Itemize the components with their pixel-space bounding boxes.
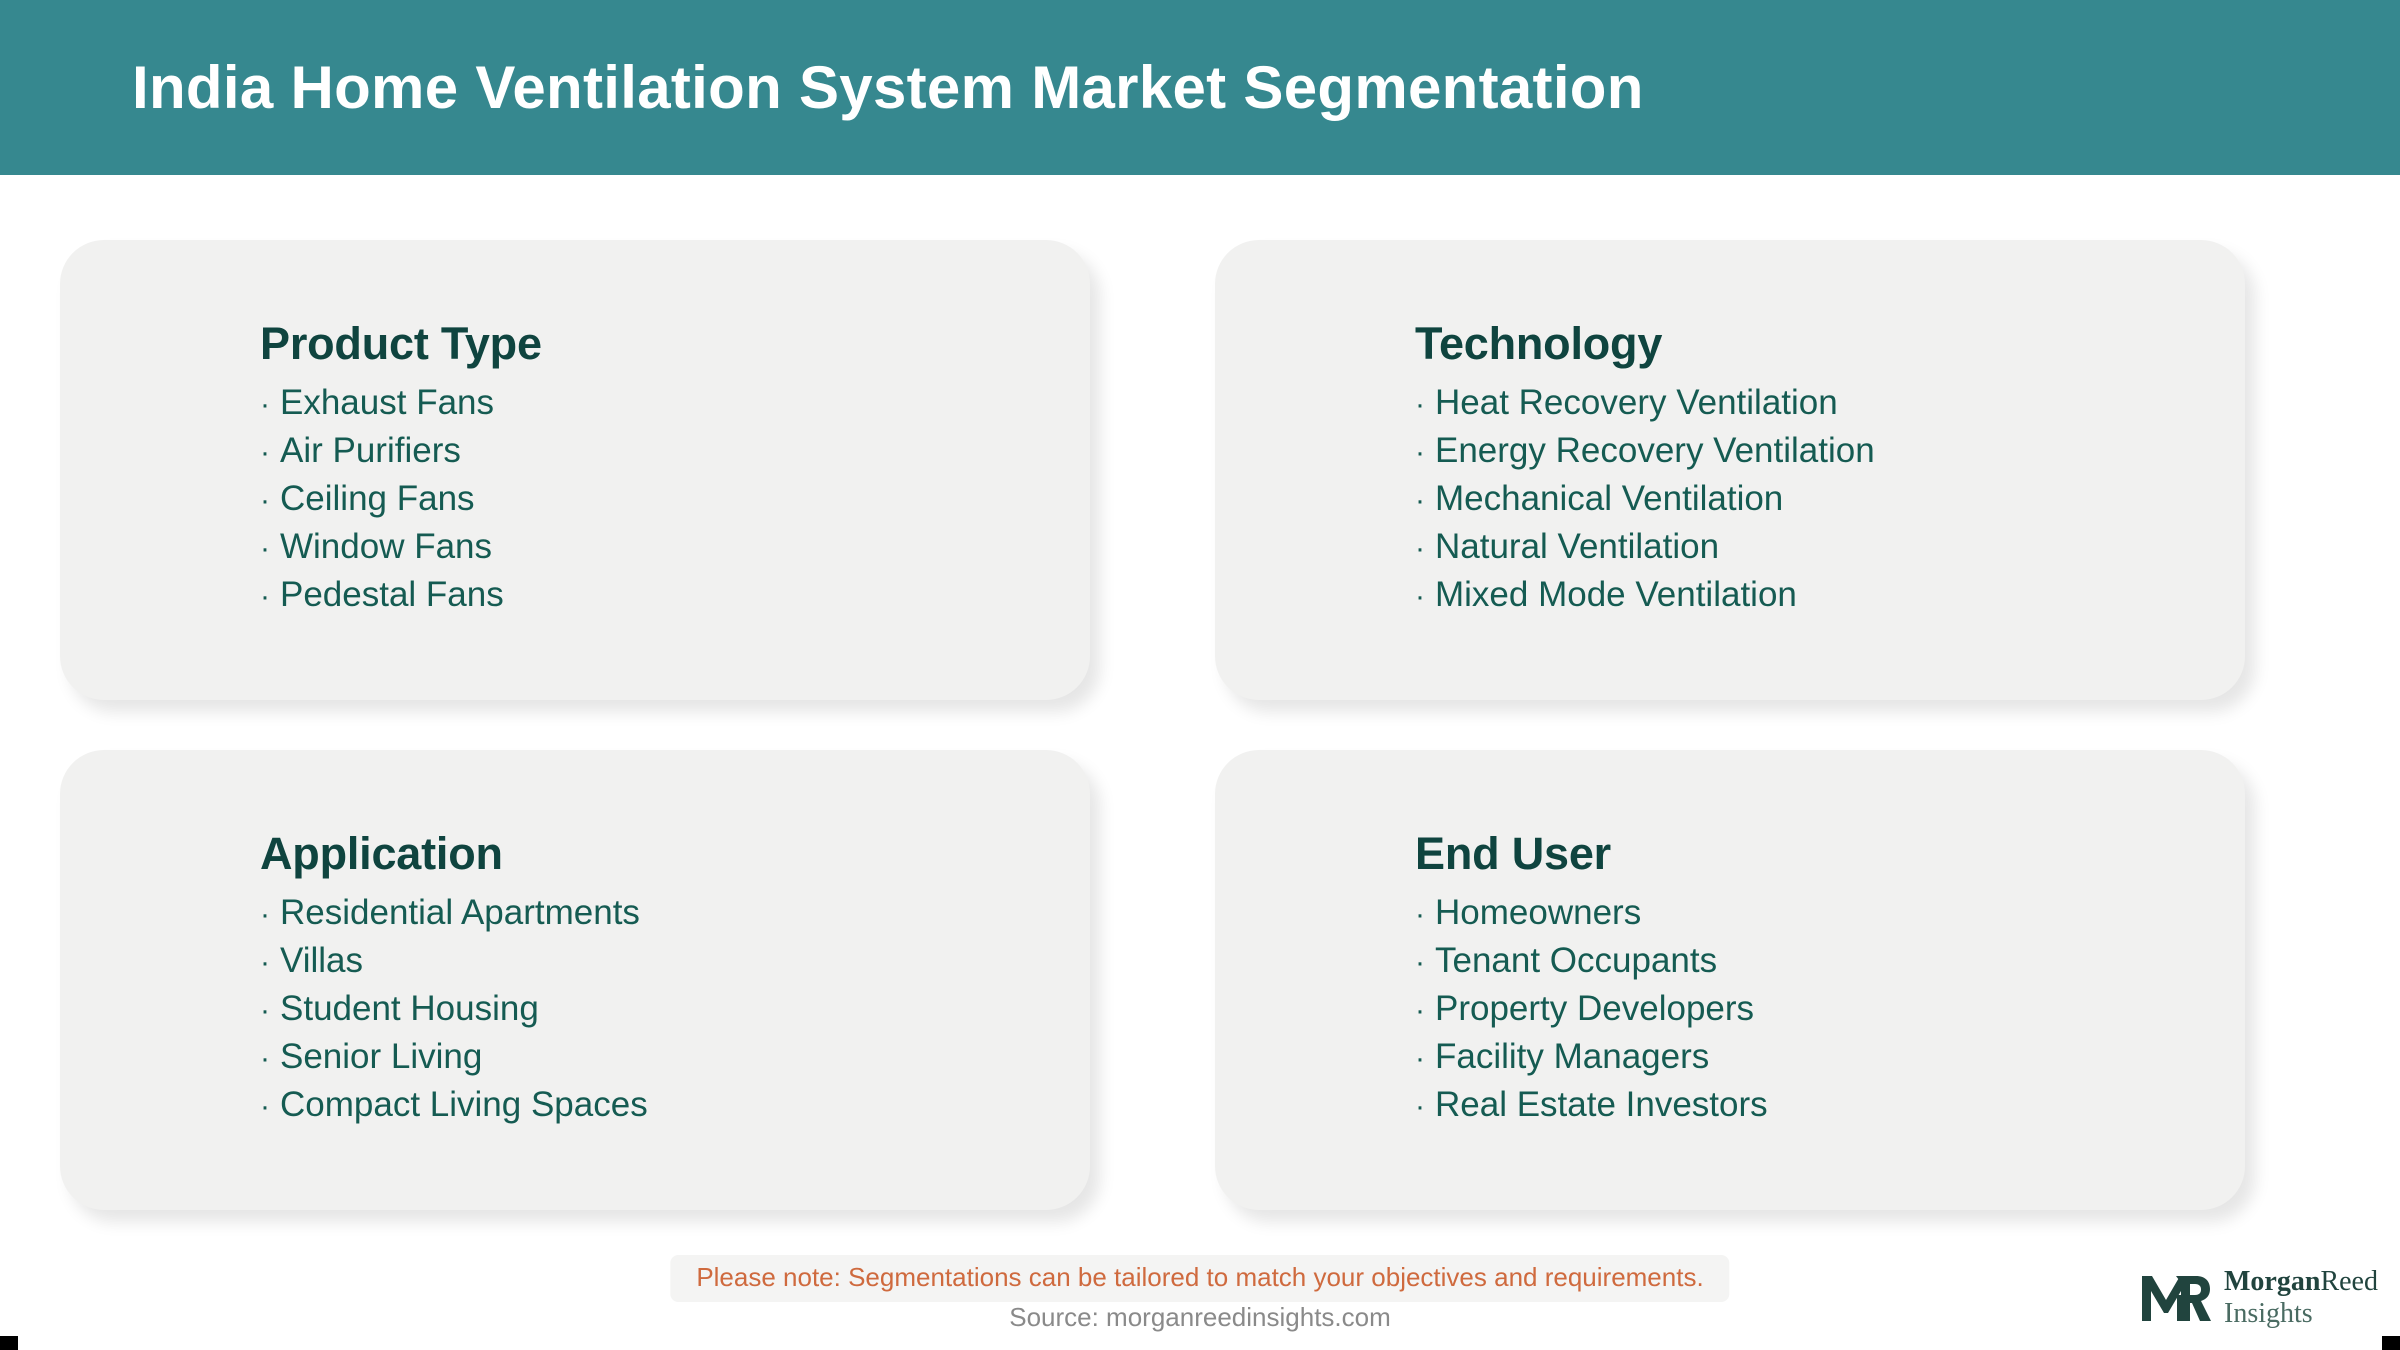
segmentation-card-grid: Product Type · Exhaust Fans · Air Purifi… [0, 175, 2400, 1210]
bullet-icon: · [260, 483, 270, 517]
card-title-technology: Technology [1415, 318, 1663, 370]
bullet-icon: · [1415, 387, 1425, 421]
list-item: · Homeowners [1415, 890, 2221, 938]
corner-artifact-left [0, 1336, 18, 1350]
list-item-label: Natural Ventilation [1435, 526, 1720, 566]
list-item: · Compact Living Spaces [260, 1082, 1066, 1130]
card-content: End User · Homeowners · Tenant Occupants… [1415, 750, 2221, 1232]
segment-card-product-type: Product Type · Exhaust Fans · Air Purifi… [60, 240, 1090, 700]
list-item-label: Exhaust Fans [280, 382, 494, 422]
bullet-icon: · [260, 387, 270, 421]
list-item-label: Residential Apartments [280, 892, 640, 932]
list-item-label: Compact Living Spaces [280, 1084, 648, 1124]
card-title-application: Application [260, 828, 503, 880]
list-item: · Window Fans [260, 524, 1066, 572]
bullet-icon: · [1415, 435, 1425, 469]
bullet-icon: · [260, 435, 270, 469]
bullet-icon: · [1415, 993, 1425, 1027]
segment-card-technology: Technology · Heat Recovery Ventilation ·… [1215, 240, 2245, 700]
card-list-technology: · Heat Recovery Ventilation · Energy Rec… [1415, 380, 2221, 620]
bullet-icon: · [1415, 1089, 1425, 1123]
list-item: · Facility Managers [1415, 1034, 2221, 1082]
bullet-icon: · [1415, 897, 1425, 931]
list-item-label: Ceiling Fans [280, 478, 475, 518]
list-item: · Pedestal Fans [260, 572, 1066, 620]
list-item-label: Villas [280, 940, 364, 980]
list-item-label: Student Housing [280, 988, 539, 1028]
list-item: · Real Estate Investors [1415, 1082, 2221, 1130]
card-title-end-user: End User [1415, 828, 1611, 880]
customization-note: Please note: Segmentations can be tailor… [670, 1255, 1730, 1303]
card-content: Technology · Heat Recovery Ventilation ·… [1415, 240, 2221, 726]
bullet-icon: · [260, 993, 270, 1027]
bullet-icon: · [260, 1089, 270, 1123]
list-item-label: Real Estate Investors [1435, 1084, 1768, 1124]
bullet-icon: · [1415, 1041, 1425, 1075]
list-item: · Air Purifiers [260, 428, 1066, 476]
list-item: · Property Developers [1415, 986, 2221, 1034]
list-item: · Exhaust Fans [260, 380, 1066, 428]
list-item-label: Homeowners [1435, 892, 1642, 932]
card-title-product-type: Product Type [260, 318, 542, 370]
list-item: · Energy Recovery Ventilation [1415, 428, 2221, 476]
logo-wordmark: MorganReed Insights [2224, 1268, 2378, 1328]
source-label: Source: morganreedinsights.com [1009, 1302, 1391, 1332]
list-item: · Senior Living [260, 1034, 1066, 1082]
card-content: Product Type · Exhaust Fans · Air Purifi… [260, 240, 1066, 726]
list-item-label: Mixed Mode Ventilation [1435, 574, 1797, 614]
bullet-icon: · [1415, 945, 1425, 979]
logo-tagline: Insights [2224, 1298, 2313, 1329]
mr-monogram-icon [2142, 1276, 2211, 1321]
bullet-icon: · [260, 1041, 270, 1075]
list-item-label: Mechanical Ventilation [1435, 478, 1784, 518]
bullet-icon: · [1415, 483, 1425, 517]
list-item-label: Window Fans [280, 526, 493, 566]
list-item-label: Air Purifiers [280, 430, 461, 470]
list-item: · Ceiling Fans [260, 476, 1066, 524]
list-item: · Mechanical Ventilation [1415, 476, 2221, 524]
list-item-label: Energy Recovery Ventilation [1435, 430, 1875, 470]
bullet-icon: · [260, 531, 270, 565]
bullet-icon: · [260, 579, 270, 613]
list-item-label: Tenant Occupants [1435, 940, 1718, 980]
bullet-icon: · [260, 945, 270, 979]
logo-name-regular: Reed [2320, 1266, 2378, 1297]
list-item-label: Pedestal Fans [280, 574, 504, 614]
list-item: · Student Housing [260, 986, 1066, 1034]
list-item-label: Facility Managers [1435, 1036, 1710, 1076]
bullet-icon: · [1415, 531, 1425, 565]
bullet-icon: · [260, 897, 270, 931]
segment-card-application: Application · Residential Apartments · V… [60, 750, 1090, 1210]
list-item: · Natural Ventilation [1415, 524, 2221, 572]
card-list-application: · Residential Apartments · Villas · Stud… [260, 890, 1066, 1130]
bullet-icon: · [1415, 579, 1425, 613]
segment-card-end-user: End User · Homeowners · Tenant Occupants… [1215, 750, 2245, 1210]
list-item: · Tenant Occupants [1415, 938, 2221, 986]
logo-company-name: MorganReed [2224, 1268, 2378, 1296]
list-item-label: Heat Recovery Ventilation [1435, 382, 1838, 422]
page-title: India Home Ventilation System Market Seg… [132, 53, 1644, 121]
list-item-label: Property Developers [1435, 988, 1755, 1028]
card-list-end-user: · Homeowners · Tenant Occupants · Proper… [1415, 890, 2221, 1130]
brand-logo: MorganReed Insights [2140, 1268, 2378, 1328]
list-item: · Villas [260, 938, 1066, 986]
list-item-label: Senior Living [280, 1036, 483, 1076]
list-item: · Mixed Mode Ventilation [1415, 572, 2221, 620]
card-content: Application · Residential Apartments · V… [260, 750, 1066, 1232]
logo-name-bold: Morgan [2224, 1266, 2321, 1297]
list-item: · Residential Apartments [260, 890, 1066, 938]
card-list-product-type: · Exhaust Fans · Air Purifiers · Ceiling… [260, 380, 1066, 620]
list-item: · Heat Recovery Ventilation [1415, 380, 2221, 428]
corner-artifact-right [2382, 1336, 2400, 1350]
header-banner: India Home Ventilation System Market Seg… [0, 0, 2400, 175]
